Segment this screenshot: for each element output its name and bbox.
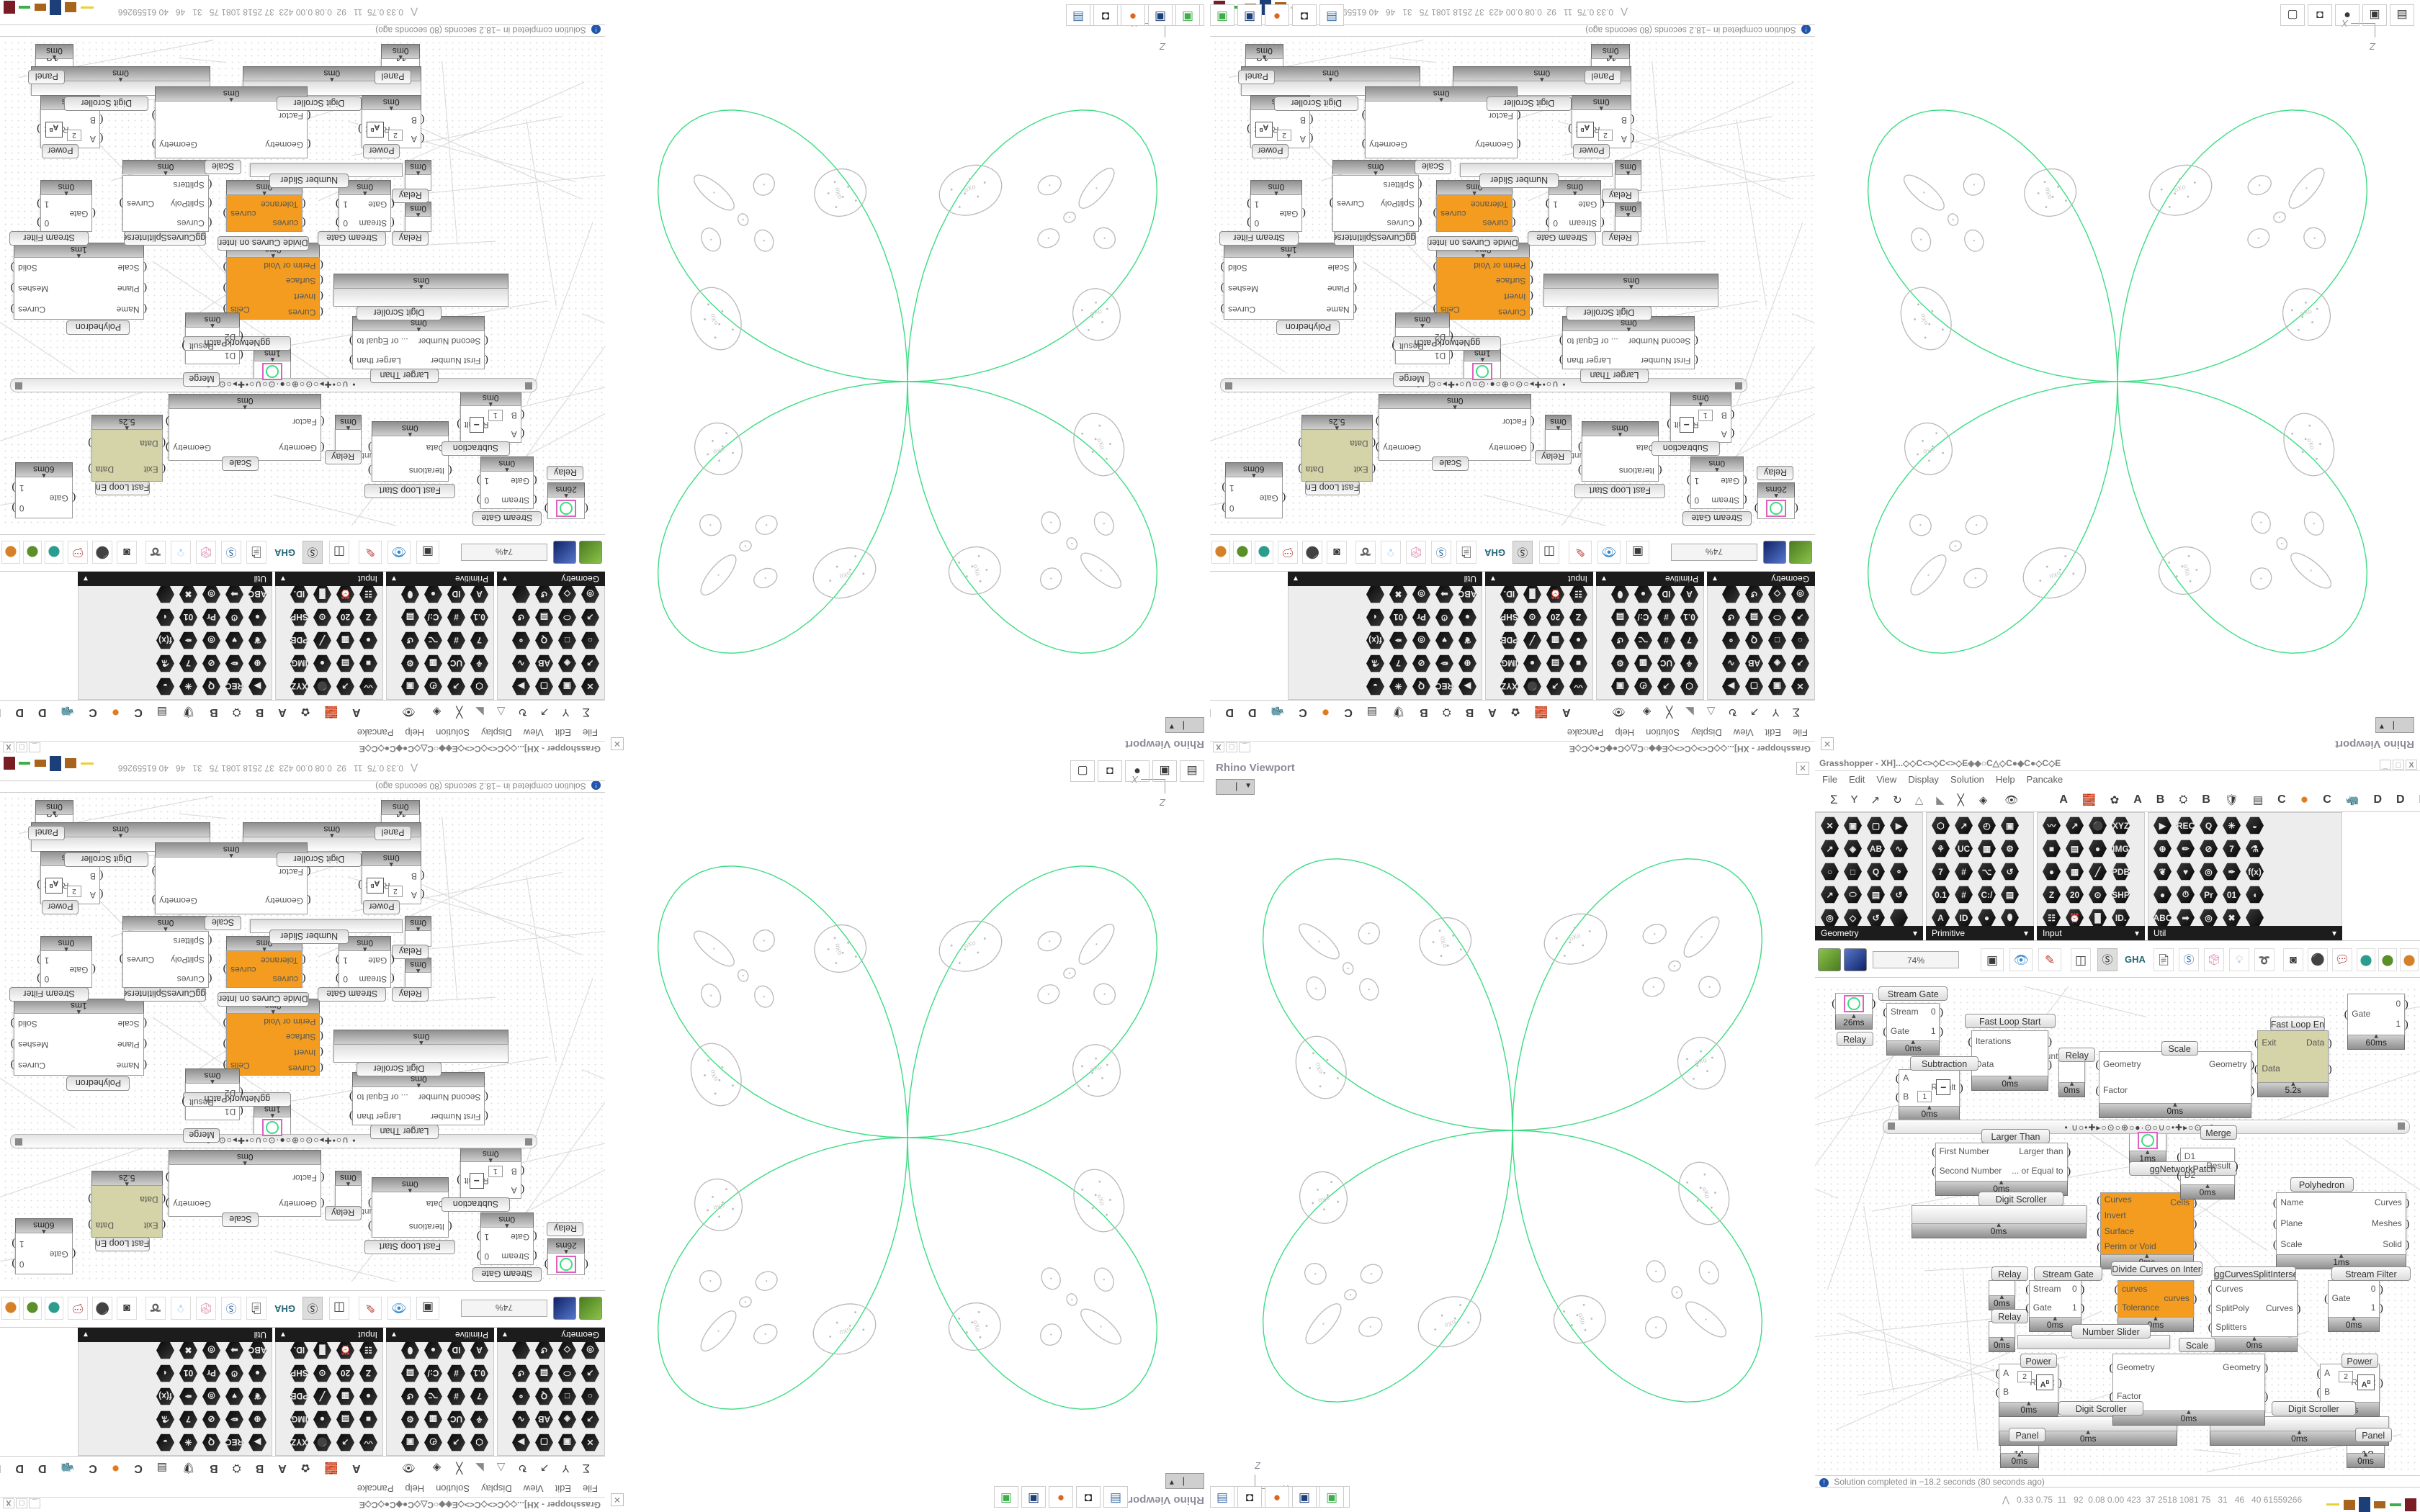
svg-text:oXo: oXo <box>712 446 725 456</box>
svg-text:oXo: oXo <box>1700 1186 1711 1199</box>
svg-text:oXo: oXo <box>1090 307 1103 318</box>
svg-text:oXo: oXo <box>838 570 851 580</box>
svg-text:oXo: oXo <box>2182 564 2192 577</box>
svg-text:oXo: oXo <box>972 564 982 577</box>
svg-text:oXo: oXo <box>1568 932 1581 942</box>
svg-text:oXo: oXo <box>1314 1061 1325 1074</box>
svg-text:oXo: oXo <box>833 942 843 955</box>
svg-text:oXo: oXo <box>1095 437 1106 450</box>
svg-text:oXo: oXo <box>1317 1194 1330 1205</box>
svg-text:oXo: oXo <box>712 1202 725 1212</box>
svg-text:oXo: oXo <box>1922 446 1935 456</box>
svg-text:oXo: oXo <box>1695 1056 1708 1066</box>
svg-text:oXo: oXo <box>2043 186 2053 199</box>
svg-text:oXo: oXo <box>709 312 720 325</box>
svg-text:oXo: oXo <box>2173 183 2186 194</box>
svg-text:oXo: oXo <box>1919 312 1930 325</box>
svg-text:oXo: oXo <box>833 186 843 199</box>
svg-text:oXo: oXo <box>709 1068 720 1081</box>
svg-text:oXo: oXo <box>1438 935 1448 948</box>
svg-text:oXo: oXo <box>2300 307 2313 318</box>
svg-text:oXo: oXo <box>2305 437 2316 450</box>
svg-text:oXo: oXo <box>838 1326 851 1336</box>
svg-text:oXo: oXo <box>972 1320 982 1333</box>
svg-text:oXo: oXo <box>1443 1318 1456 1329</box>
svg-text:oXo: oXo <box>963 939 976 950</box>
svg-text:oXo: oXo <box>1090 1063 1103 1074</box>
svg-text:oXo: oXo <box>963 183 976 194</box>
svg-text:oXo: oXo <box>1095 1193 1106 1206</box>
svg-text:oXo: oXo <box>2048 570 2061 580</box>
svg-text:oXo: oXo <box>1577 1313 1587 1326</box>
